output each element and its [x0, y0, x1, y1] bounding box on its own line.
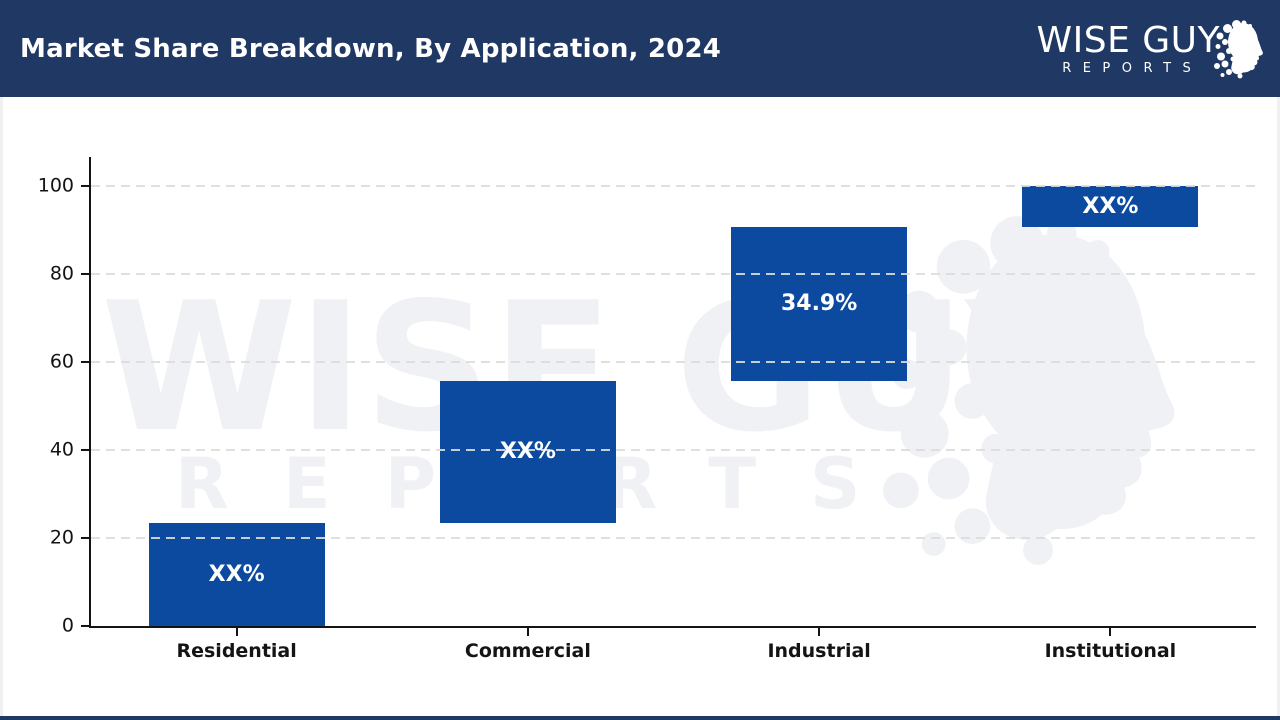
gridline-20: [91, 537, 1256, 540]
brand-face-icon: [1214, 19, 1263, 78]
bar-industrial: [731, 227, 908, 381]
gridline-60: [91, 361, 1256, 364]
bar-residential: [148, 523, 325, 626]
brand-logo: WISE GUY REPORTS: [1037, 10, 1267, 88]
y-tick-label-100: 100: [37, 174, 74, 197]
y-tick-100: [81, 185, 90, 188]
y-tick-0: [81, 625, 90, 627]
x-tick-industrial: [818, 628, 821, 636]
bar-value-label-commercial: XX%: [499, 438, 556, 464]
x-tick-label-institutional: Institutional: [1044, 640, 1177, 662]
footer-bar: [0, 716, 1280, 720]
gridline-80: [91, 273, 1256, 276]
bar-value-label-industrial: 34.9%: [780, 290, 858, 316]
bar-commercial: [439, 380, 616, 524]
x-tick-label-commercial: Commercial: [464, 640, 591, 662]
y-axis-line: [89, 157, 91, 628]
y-tick-60: [81, 361, 90, 364]
y-tick-label-0: 0: [61, 614, 74, 637]
chart-area: WISE GUY REPORTS 020406080100XX%Resident…: [0, 97, 1280, 716]
x-tick-residential: [235, 628, 238, 636]
y-tick-20: [81, 537, 90, 540]
y-tick-80: [81, 273, 90, 276]
x-tick-commercial: [526, 628, 529, 636]
y-tick-label-20: 20: [49, 526, 74, 549]
y-tick-label-60: 60: [49, 350, 74, 373]
x-axis-line: [89, 625, 1256, 628]
gridline-40: [91, 449, 1256, 452]
x-tick-institutional: [1109, 628, 1112, 636]
x-tick-label-industrial: Industrial: [767, 640, 871, 662]
gridline-100: [91, 185, 1256, 188]
header: Market Share Breakdown, By Application, …: [0, 0, 1280, 97]
bar-value-label-residential: XX%: [208, 561, 265, 587]
bar-value-label-institutional: XX%: [1082, 193, 1139, 219]
brand-subname: REPORTS: [1062, 60, 1203, 76]
y-tick-label-80: 80: [49, 262, 74, 285]
y-tick-40: [81, 449, 90, 452]
x-tick-label-residential: Residential: [176, 640, 297, 662]
brand-name: WISE GUY: [1036, 19, 1220, 61]
y-tick-label-40: 40: [49, 438, 74, 461]
bar-institutional: [1022, 186, 1199, 228]
plot-area: 0 20 40 60 80 100 XX% Residential XX% Commercial 3…: [38, 157, 1256, 662]
chart-title: Market Share Breakdown, By Application, …: [20, 33, 722, 64]
brand-text: WISE GUY REPORTS: [1036, 19, 1221, 76]
